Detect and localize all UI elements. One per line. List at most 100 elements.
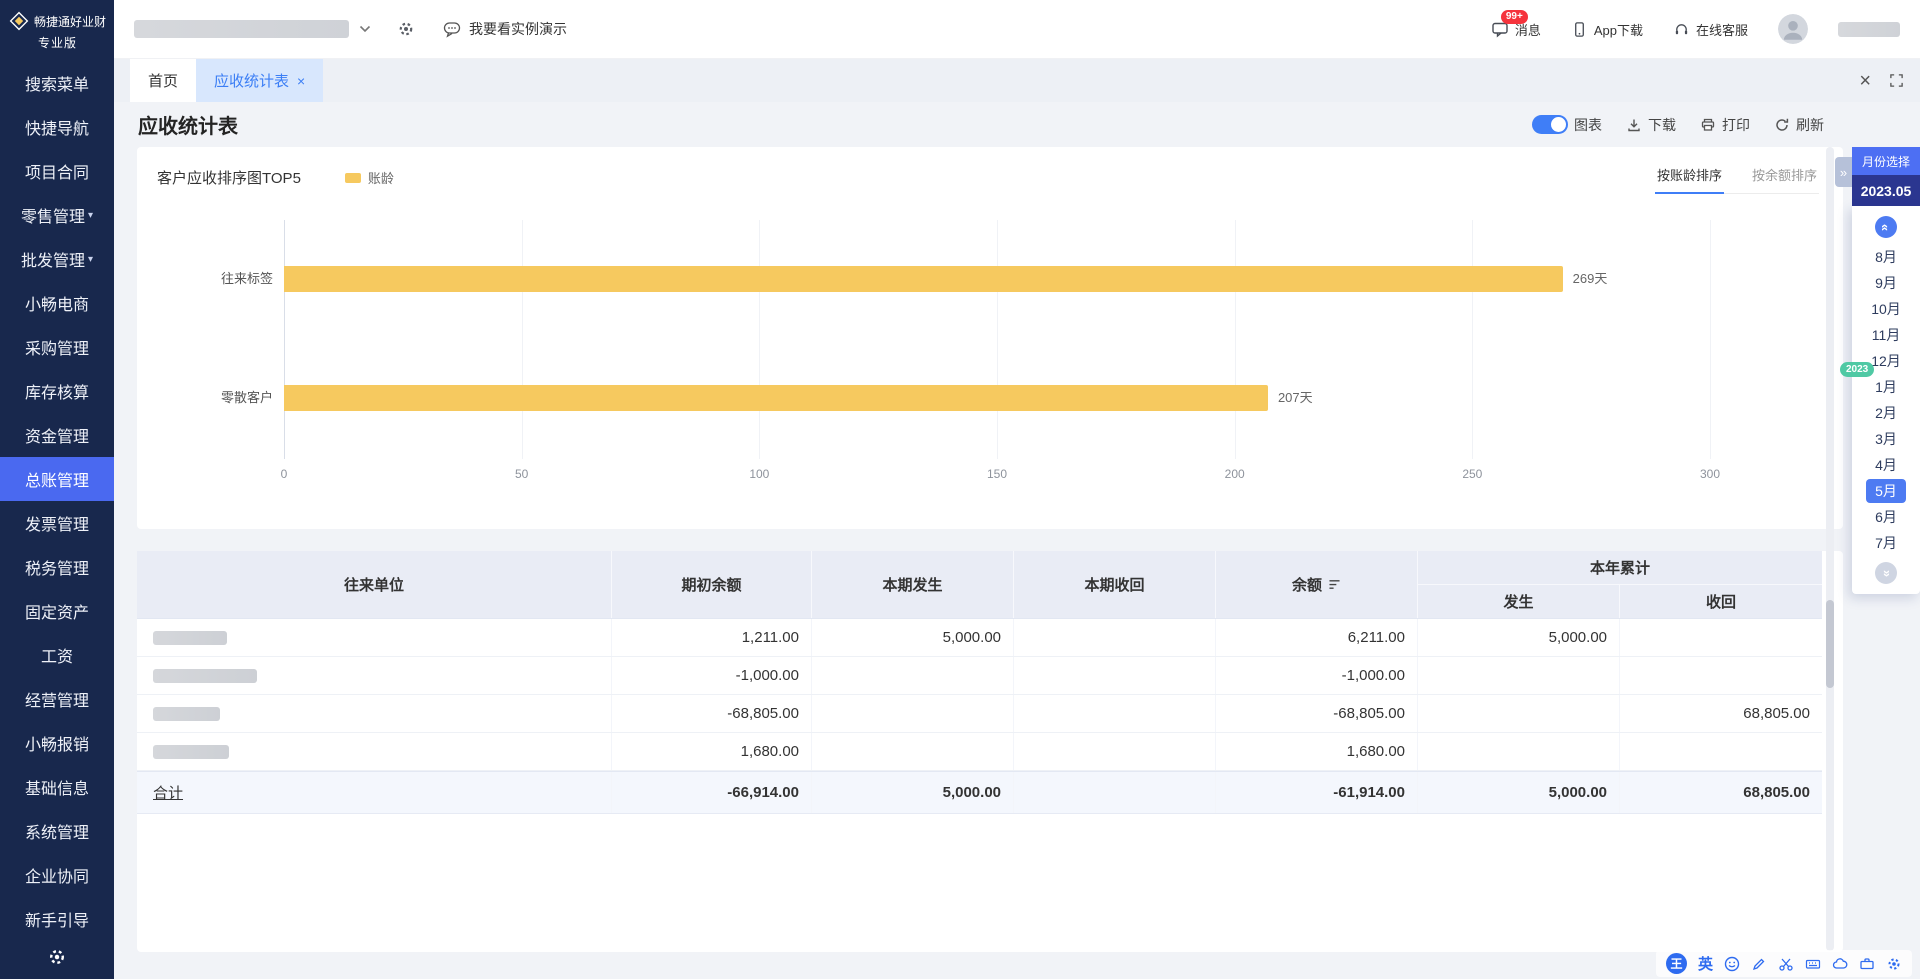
vertical-scrollbar-thumb[interactable] bbox=[1826, 600, 1834, 688]
table-cell: -68,805.00 bbox=[1216, 695, 1418, 732]
chart-toggle-switch[interactable] bbox=[1532, 115, 1568, 134]
tab[interactable]: 应收统计表 × bbox=[196, 59, 324, 102]
sidebar-item-label: 采购管理 bbox=[24, 341, 89, 358]
month-scroll-down-button[interactable]: « bbox=[1875, 562, 1897, 584]
col-header-ytd-incurred[interactable]: 发生 bbox=[1418, 585, 1620, 618]
sidebar-item[interactable]: 发票管理 bbox=[0, 501, 114, 545]
sidebar-item[interactable]: 资金管理 bbox=[0, 413, 114, 457]
month-item[interactable]: 4月 bbox=[1852, 452, 1920, 478]
scissors-icon[interactable] bbox=[1778, 956, 1794, 972]
month-item[interactable]: 7月 bbox=[1852, 530, 1920, 556]
sidebar-item[interactable]: 工资 bbox=[0, 633, 114, 677]
close-tab-icon[interactable]: × bbox=[297, 72, 306, 89]
sidebar-settings-icon[interactable] bbox=[0, 947, 114, 967]
chart-gridline bbox=[1234, 220, 1236, 459]
sidebar-item[interactable]: 零售管理 ▾ bbox=[0, 193, 114, 237]
sidebar-item-label: 系统管理 bbox=[24, 825, 89, 842]
sidebar-item-label: 经营管理 bbox=[24, 693, 89, 710]
table-cell bbox=[812, 733, 1014, 770]
pen-icon[interactable] bbox=[1751, 956, 1767, 972]
cloud-icon[interactable] bbox=[1832, 956, 1848, 972]
sort-tab[interactable]: 按账龄排序 bbox=[1654, 161, 1724, 194]
vertical-scrollbar-track[interactable] bbox=[1826, 147, 1834, 951]
redacted-text bbox=[153, 630, 227, 645]
month-item[interactable]: 8月 bbox=[1852, 244, 1920, 270]
settings-gear-icon[interactable] bbox=[397, 20, 415, 38]
month-item[interactable]: 6月 bbox=[1852, 504, 1920, 530]
sidebar-item[interactable]: 搜索菜单 bbox=[0, 61, 114, 105]
sidebar-item[interactable]: 项目合同 bbox=[0, 149, 114, 193]
download-icon bbox=[1626, 117, 1642, 133]
demo-link[interactable]: 我要看实例演示 bbox=[443, 19, 567, 39]
sort-icon[interactable] bbox=[1328, 579, 1341, 590]
chart-legend[interactable]: 账龄 bbox=[344, 168, 394, 187]
avatar[interactable] bbox=[1778, 14, 1808, 44]
collapse-month-panel-handle[interactable]: » bbox=[1835, 157, 1852, 187]
sidebar-item[interactable]: 小畅报销 bbox=[0, 721, 114, 765]
month-item[interactable]: 11月 bbox=[1852, 322, 1920, 348]
sort-tab[interactable]: 按余额排序 bbox=[1751, 168, 1817, 183]
close-icon[interactable]: × bbox=[1859, 69, 1871, 92]
messages-button[interactable]: 99+ 消息 bbox=[1491, 10, 1541, 39]
download-label: 下载 bbox=[1648, 116, 1676, 133]
col-header-ytd-group: 本年累计 bbox=[1418, 551, 1822, 585]
col-header-current-incurred[interactable]: 本期发生 bbox=[812, 551, 1014, 618]
total-label-cell: 合计 bbox=[137, 772, 612, 813]
sidebar-item[interactable]: 快捷导航 bbox=[0, 105, 114, 149]
col-header-partner[interactable]: 往来单位 bbox=[137, 551, 612, 618]
refresh-label: 刷新 bbox=[1796, 116, 1824, 133]
print-button[interactable]: 打印 bbox=[1700, 115, 1750, 135]
sidebar-item[interactable]: 总账管理 bbox=[0, 457, 114, 501]
col-header-current-received[interactable]: 本期收回 bbox=[1014, 551, 1216, 618]
month-item[interactable]: 3月 bbox=[1852, 426, 1920, 452]
user-name-redacted[interactable] bbox=[1838, 21, 1900, 37]
toolbox-icon[interactable] bbox=[1859, 956, 1875, 972]
month-item[interactable]: 2月 bbox=[1852, 400, 1920, 426]
company-selector-redacted[interactable] bbox=[134, 20, 349, 38]
sidebar-item[interactable]: 新手引导 bbox=[0, 897, 114, 941]
month-label: 11月 bbox=[1871, 327, 1901, 343]
demo-label: 我要看实例演示 bbox=[469, 21, 567, 37]
fullscreen-icon[interactable] bbox=[1889, 73, 1904, 88]
emoji-icon[interactable] bbox=[1724, 956, 1740, 972]
sidebar-item[interactable]: 批发管理 ▾ bbox=[0, 237, 114, 281]
bar-往来标签[interactable] bbox=[284, 266, 1563, 292]
online-support-button[interactable]: 在线客服 bbox=[1673, 20, 1748, 39]
month-item[interactable]: 12月 bbox=[1852, 348, 1920, 374]
download-button[interactable]: 下载 bbox=[1626, 115, 1676, 135]
refresh-button[interactable]: 刷新 bbox=[1774, 115, 1824, 135]
tab[interactable]: 首页 bbox=[130, 59, 197, 102]
bar-零散客户[interactable] bbox=[284, 385, 1268, 411]
ime-logo[interactable]: 王 bbox=[1666, 953, 1687, 974]
sidebar-item[interactable]: 系统管理 bbox=[0, 809, 114, 853]
chevron-down-icon: ▾ bbox=[87, 253, 94, 265]
keyboard-icon[interactable] bbox=[1805, 956, 1821, 972]
col-header-balance[interactable]: 余额 bbox=[1216, 551, 1418, 618]
chevron-down-icon[interactable] bbox=[359, 25, 371, 33]
ime-language-toggle[interactable]: 英 bbox=[1698, 956, 1714, 973]
sidebar-item[interactable]: 企业协同 bbox=[0, 853, 114, 897]
table-row[interactable]: -1,000.00 -1,000.00 bbox=[137, 657, 1822, 695]
month-item[interactable]: 1月 bbox=[1852, 374, 1920, 400]
month-item[interactable]: 5月 bbox=[1852, 478, 1920, 504]
sidebar-item[interactable]: 小畅电商 bbox=[0, 281, 114, 325]
gear-icon[interactable] bbox=[1886, 956, 1902, 972]
tab-label: 首页 bbox=[148, 73, 179, 90]
sidebar-item[interactable]: 库存核算 bbox=[0, 369, 114, 413]
month-item[interactable]: 9月 bbox=[1852, 270, 1920, 296]
sidebar-item[interactable]: 固定资产 bbox=[0, 589, 114, 633]
sidebar-item[interactable]: 采购管理 bbox=[0, 325, 114, 369]
sidebar-item[interactable]: 基础信息 bbox=[0, 765, 114, 809]
col-header-ytd-received[interactable]: 收回 bbox=[1705, 594, 1736, 611]
total-label[interactable]: 合计 bbox=[153, 785, 184, 802]
month-item[interactable]: 10月 bbox=[1852, 296, 1920, 322]
month-scroll-up-button[interactable]: « bbox=[1875, 216, 1897, 238]
table-row[interactable]: 1,680.00 1,680.00 bbox=[137, 733, 1822, 771]
table-row[interactable]: -68,805.00 -68,805.00 68,805.00 bbox=[137, 695, 1822, 733]
app-download-button[interactable]: App下载 bbox=[1571, 20, 1643, 39]
table-cell: -1,000.00 bbox=[1216, 657, 1418, 694]
sidebar-item[interactable]: 税务管理 bbox=[0, 545, 114, 589]
table-row[interactable]: 1,211.00 5,000.00 6,211.00 5,000.00 bbox=[137, 619, 1822, 657]
sidebar-item[interactable]: 经营管理 bbox=[0, 677, 114, 721]
col-header-opening-balance[interactable]: 期初余额 bbox=[612, 551, 812, 618]
